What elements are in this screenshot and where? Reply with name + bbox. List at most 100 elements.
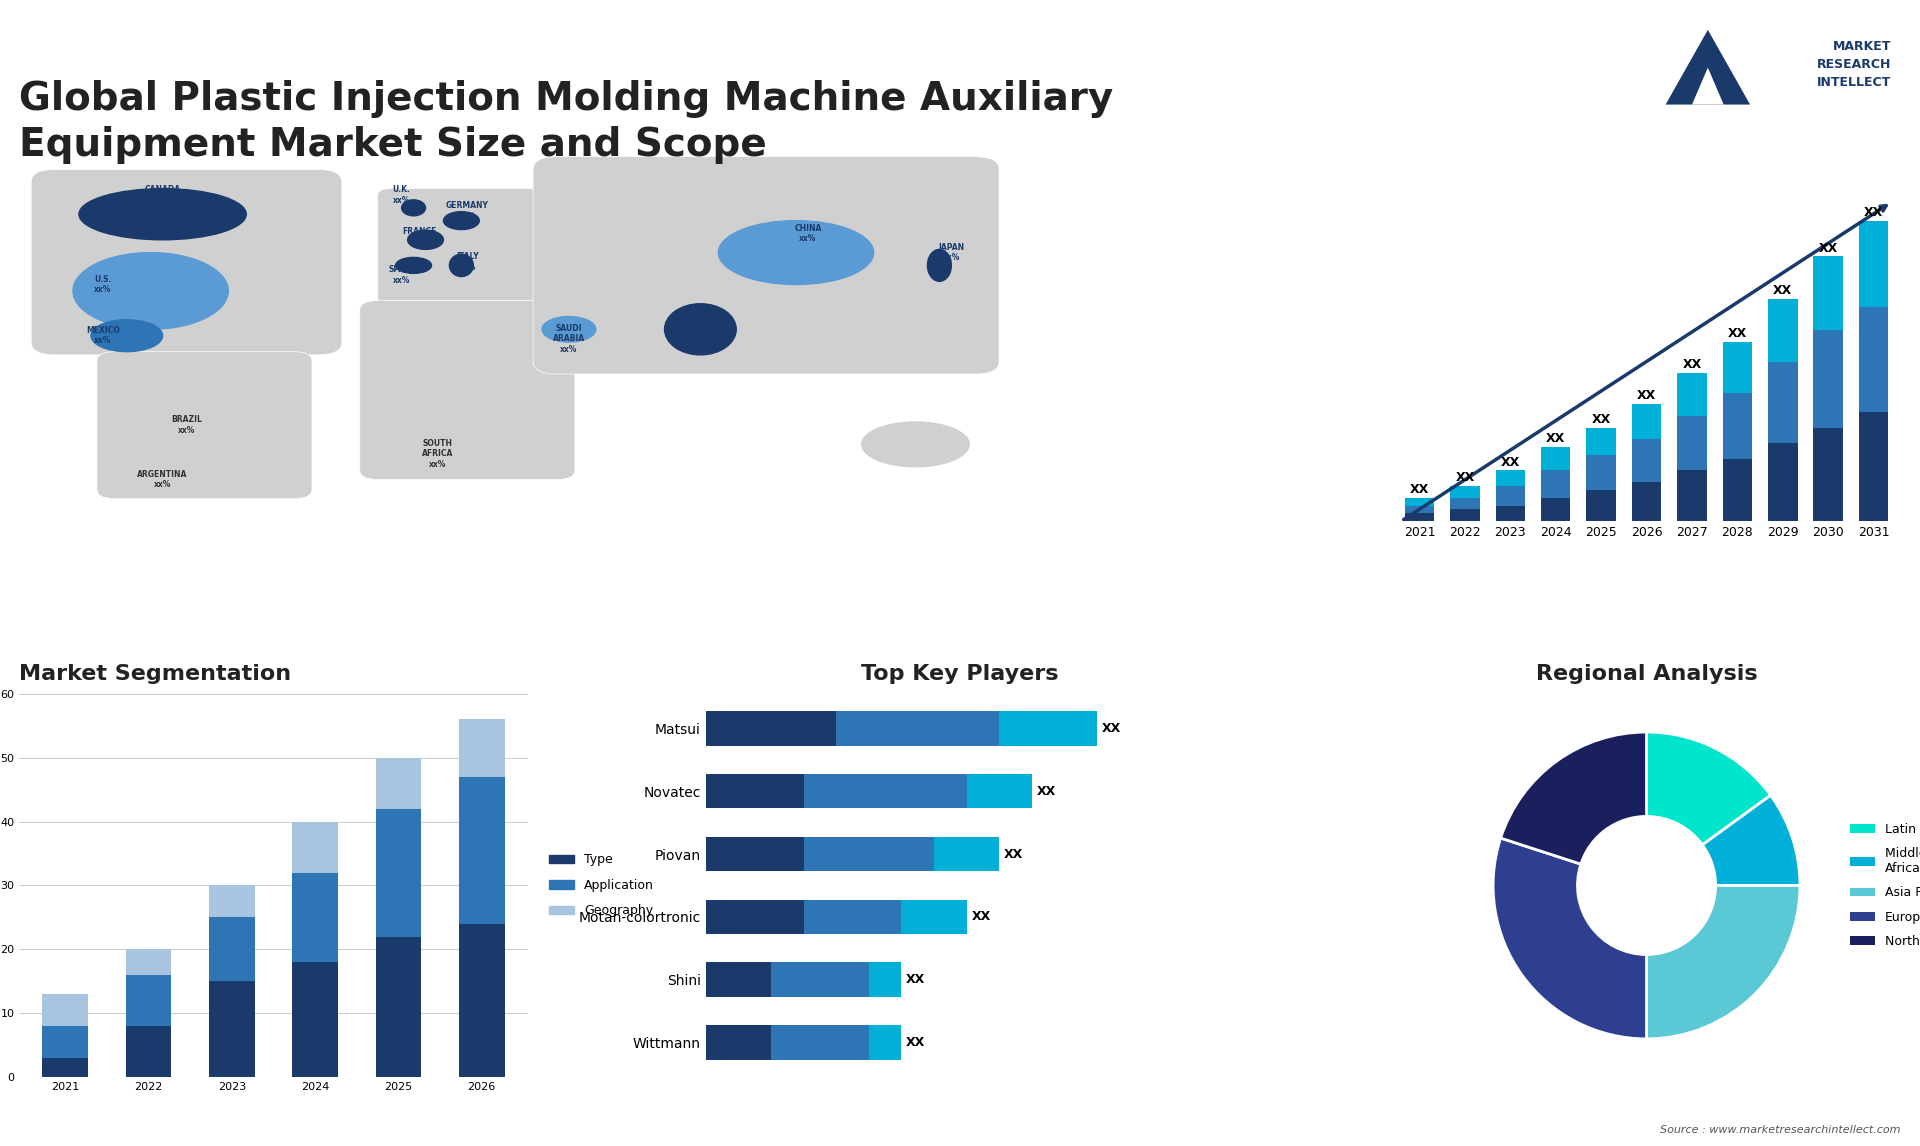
- Bar: [1542, 471, 1571, 497]
- Bar: [804, 774, 966, 808]
- Wedge shape: [1647, 886, 1799, 1039]
- Text: XX: XX: [1728, 327, 1747, 340]
- Text: GERMANY
xx%: GERMANY xx%: [445, 202, 490, 221]
- FancyBboxPatch shape: [534, 157, 998, 374]
- Text: XX: XX: [972, 910, 991, 924]
- Title: Regional Analysis: Regional Analysis: [1536, 664, 1757, 684]
- FancyBboxPatch shape: [378, 189, 582, 304]
- Bar: [1812, 257, 1843, 330]
- Bar: [966, 774, 1031, 808]
- Bar: [707, 774, 804, 808]
- Wedge shape: [1494, 838, 1647, 1039]
- Bar: [804, 900, 900, 934]
- Bar: [42, 1058, 88, 1077]
- Bar: [998, 712, 1096, 746]
- Bar: [1405, 505, 1434, 513]
- Bar: [376, 758, 420, 809]
- Text: FRANCE
xx%: FRANCE xx%: [403, 227, 436, 246]
- Bar: [1768, 444, 1797, 521]
- Bar: [1678, 416, 1707, 471]
- Text: XX: XX: [1682, 359, 1701, 371]
- Text: Equipment Market Size and Scope: Equipment Market Size and Scope: [19, 126, 766, 164]
- Text: XX: XX: [1037, 785, 1056, 798]
- Bar: [125, 975, 171, 1026]
- Bar: [42, 994, 88, 1026]
- Bar: [292, 822, 338, 872]
- Bar: [42, 1026, 88, 1058]
- Bar: [1450, 497, 1480, 510]
- Bar: [125, 1026, 171, 1077]
- Ellipse shape: [444, 212, 480, 229]
- Bar: [804, 837, 933, 871]
- Bar: [459, 720, 505, 777]
- Title: Top Key Players: Top Key Players: [862, 664, 1058, 684]
- Ellipse shape: [401, 199, 426, 215]
- Text: XX: XX: [1638, 390, 1657, 402]
- Text: XX: XX: [906, 973, 925, 987]
- Bar: [459, 924, 505, 1077]
- Ellipse shape: [73, 252, 228, 329]
- Bar: [835, 712, 998, 746]
- Bar: [1542, 447, 1571, 471]
- Bar: [1586, 455, 1617, 490]
- Bar: [1586, 427, 1617, 455]
- Bar: [1722, 393, 1753, 458]
- Polygon shape: [1692, 68, 1724, 104]
- Text: MEXICO
xx%: MEXICO xx%: [86, 325, 119, 345]
- Bar: [1632, 405, 1661, 439]
- Bar: [1632, 439, 1661, 482]
- Text: SAUDI
ARABIA
xx%: SAUDI ARABIA xx%: [553, 324, 586, 354]
- Bar: [1722, 458, 1753, 521]
- Text: XX: XX: [1409, 482, 1428, 496]
- Text: JAPAN
xx%: JAPAN xx%: [939, 243, 964, 262]
- Wedge shape: [1703, 795, 1799, 886]
- Bar: [1859, 307, 1887, 413]
- Ellipse shape: [541, 316, 595, 343]
- Bar: [868, 963, 900, 997]
- Ellipse shape: [718, 221, 874, 284]
- Text: XX: XX: [1546, 432, 1565, 445]
- Text: MARKET
RESEARCH
INTELLECT: MARKET RESEARCH INTELLECT: [1816, 40, 1891, 89]
- Circle shape: [1578, 816, 1716, 955]
- Bar: [1586, 490, 1617, 521]
- Bar: [1859, 413, 1887, 521]
- Text: ITALY
xx%: ITALY xx%: [457, 252, 478, 272]
- Text: XX: XX: [1102, 722, 1121, 735]
- Text: CANADA
xx%: CANADA xx%: [144, 186, 180, 205]
- Bar: [707, 712, 835, 746]
- Bar: [707, 900, 804, 934]
- Wedge shape: [1647, 732, 1770, 845]
- Polygon shape: [1665, 30, 1751, 104]
- Bar: [900, 900, 966, 934]
- Bar: [376, 936, 420, 1077]
- Bar: [707, 837, 804, 871]
- Ellipse shape: [396, 258, 432, 274]
- Bar: [1405, 513, 1434, 521]
- Text: XX: XX: [1004, 848, 1023, 861]
- Text: Source : www.marketresearchintellect.com: Source : www.marketresearchintellect.com: [1661, 1124, 1901, 1135]
- Text: U.S.
xx%: U.S. xx%: [94, 275, 111, 295]
- Text: Market Segmentation: Market Segmentation: [19, 664, 292, 684]
- Text: SPAIN
xx%: SPAIN xx%: [390, 265, 415, 284]
- Bar: [1722, 342, 1753, 393]
- Bar: [933, 837, 998, 871]
- Legend: Type, Application, Geography: Type, Application, Geography: [543, 848, 659, 923]
- Ellipse shape: [862, 422, 970, 466]
- Bar: [292, 963, 338, 1077]
- Text: XX: XX: [1774, 284, 1793, 297]
- Bar: [868, 1026, 900, 1060]
- Ellipse shape: [79, 189, 246, 240]
- Text: SOUTH
AFRICA
xx%: SOUTH AFRICA xx%: [422, 439, 453, 469]
- Text: ARGENTINA
xx%: ARGENTINA xx%: [138, 470, 188, 489]
- Bar: [1768, 361, 1797, 444]
- FancyBboxPatch shape: [31, 170, 342, 355]
- Ellipse shape: [407, 230, 444, 250]
- Legend: Latin America, Middle East &
Africa, Asia Pacific, Europe, North America: Latin America, Middle East & Africa, Asi…: [1845, 818, 1920, 953]
- Ellipse shape: [927, 250, 950, 282]
- Bar: [125, 949, 171, 975]
- Text: BRAZIL
xx%: BRAZIL xx%: [171, 416, 202, 434]
- Bar: [1405, 497, 1434, 505]
- Bar: [1496, 471, 1524, 486]
- Bar: [1859, 221, 1887, 307]
- Ellipse shape: [90, 320, 163, 352]
